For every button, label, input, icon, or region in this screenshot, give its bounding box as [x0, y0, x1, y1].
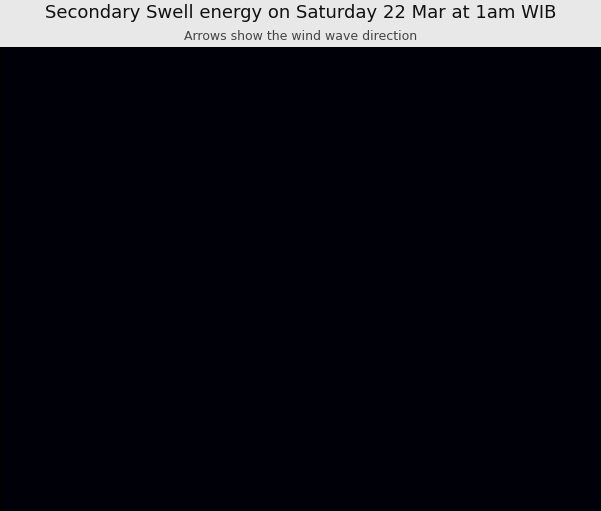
Text: Secondary Swell energy on Saturday 22 Mar at 1am WIB: Secondary Swell energy on Saturday 22 Ma… — [45, 4, 556, 22]
Text: Arrows show the wind wave direction: Arrows show the wind wave direction — [184, 30, 417, 43]
